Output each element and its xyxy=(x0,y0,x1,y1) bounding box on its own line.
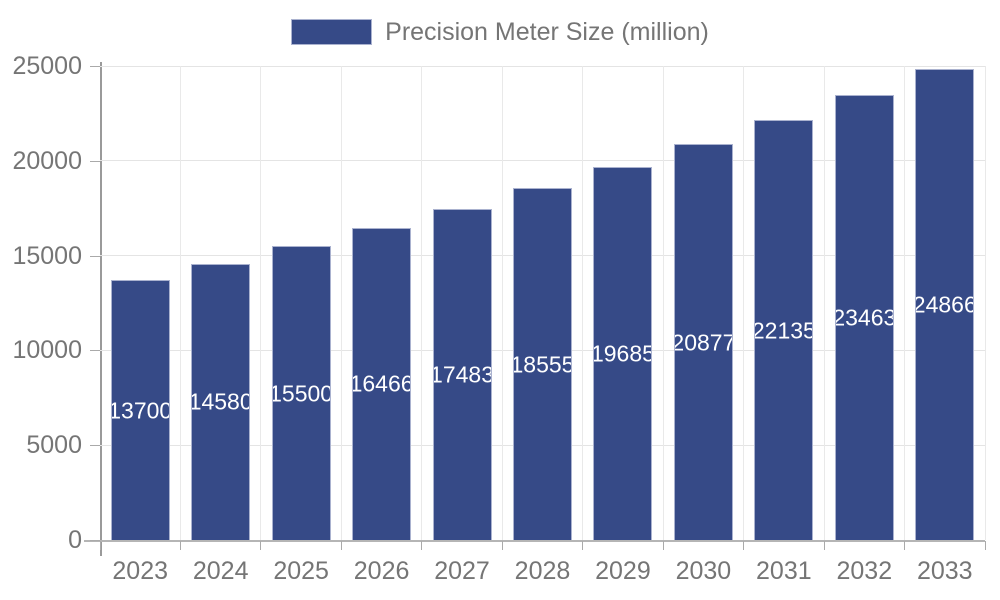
x-gridline xyxy=(662,66,664,540)
x-axis-tick xyxy=(179,541,181,550)
y-gridline xyxy=(100,160,985,162)
x-axis-tick xyxy=(662,541,664,550)
y-axis-tick xyxy=(90,540,100,541)
bar-value-label: 14580 xyxy=(191,388,251,415)
y-axis-tick xyxy=(90,350,100,352)
bar-value-label: 23463 xyxy=(834,304,894,331)
x-axis-tick xyxy=(99,541,101,550)
bar-value-label: 18555 xyxy=(513,351,572,378)
y-gridline xyxy=(100,65,985,67)
x-tick-label: 2033 xyxy=(916,557,973,585)
bar: 16466 xyxy=(352,227,412,540)
x-gridline xyxy=(501,66,503,540)
bar: 20877 xyxy=(673,144,733,540)
bar-value-label: 16466 xyxy=(352,370,412,397)
x-axis-tick xyxy=(421,541,423,550)
bar: 15500 xyxy=(271,246,331,540)
x-tick-label: 2030 xyxy=(675,557,732,585)
y-tick-label: 5000 xyxy=(26,431,82,460)
y-tick-label: 25000 xyxy=(12,52,82,80)
bar-value-label: 20877 xyxy=(673,329,733,356)
bar-value-label: 24866 xyxy=(915,291,975,318)
x-axis-tick xyxy=(743,541,745,550)
bar: 24866 xyxy=(915,68,975,540)
x-axis-tick xyxy=(340,541,342,550)
x-axis-line xyxy=(84,540,985,542)
x-gridline xyxy=(179,66,181,540)
x-tick-label: 2028 xyxy=(514,557,571,585)
x-tick-label: 2024 xyxy=(192,557,249,585)
legend-label[interactable]: Precision Meter Size (million) xyxy=(385,17,709,46)
bar: 14580 xyxy=(191,263,251,540)
x-axis-tick xyxy=(260,541,262,550)
bar-value-label: 17483 xyxy=(432,361,492,388)
bar: 18555 xyxy=(513,188,572,540)
x-tick-label: 2026 xyxy=(353,557,410,585)
x-axis-tick xyxy=(582,541,584,550)
y-tick-label: 0 xyxy=(68,526,82,554)
x-axis-tick xyxy=(501,541,503,550)
bar: 23463 xyxy=(834,95,894,540)
y-axis-line xyxy=(100,62,102,556)
bar: 22135 xyxy=(754,120,814,540)
x-axis-tick xyxy=(984,541,986,550)
plot-area: 13700 14580 15500 16466 17483 18555 19685 20877… xyxy=(100,65,986,540)
y-tick-label: 20000 xyxy=(12,146,82,175)
legend-swatch[interactable] xyxy=(291,19,373,45)
bar-value-label: 15500 xyxy=(271,380,331,407)
x-gridline xyxy=(421,66,423,540)
x-gridline xyxy=(904,66,906,540)
y-axis-tick xyxy=(90,255,100,257)
y-axis-tick xyxy=(90,160,100,162)
x-tick-label: 2025 xyxy=(273,557,329,585)
x-gridline xyxy=(823,66,825,540)
y-tick-label: 15000 xyxy=(12,241,82,270)
x-tick-label: 2029 xyxy=(595,557,651,585)
x-gridline xyxy=(743,66,745,540)
legend[interactable]: Precision Meter Size (million) xyxy=(0,14,1000,50)
bar: 13700 xyxy=(110,280,170,540)
bar-value-label: 19685 xyxy=(593,340,653,367)
bar-value-label: 13700 xyxy=(110,397,170,424)
x-axis-tick xyxy=(904,541,906,550)
x-axis-tick xyxy=(823,541,825,550)
bar-value-label: 22135 xyxy=(754,317,814,344)
x-tick-label: 2031 xyxy=(756,557,812,585)
x-tick-label: 2032 xyxy=(836,557,893,585)
x-gridline xyxy=(340,66,342,540)
y-axis-tick xyxy=(90,445,100,447)
y-axis-tick xyxy=(90,66,100,67)
y-tick-label: 10000 xyxy=(12,336,82,365)
x-gridline xyxy=(984,66,986,540)
bar: 19685 xyxy=(593,166,653,540)
bar: 17483 xyxy=(432,208,492,540)
x-gridline xyxy=(582,66,584,540)
x-tick-label: 2023 xyxy=(112,557,169,585)
x-tick-label: 2027 xyxy=(434,557,490,585)
x-gridline xyxy=(260,66,262,540)
